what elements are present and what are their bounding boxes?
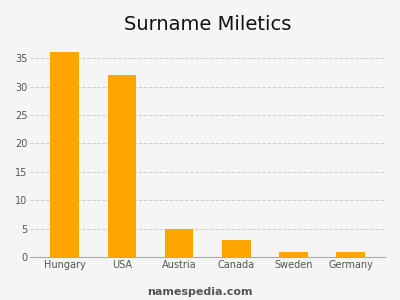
- Bar: [50, 52, 79, 257]
- Title: Surname Miletics: Surname Miletics: [124, 15, 291, 34]
- Text: namespedia.com: namespedia.com: [147, 287, 253, 297]
- Bar: [336, 251, 365, 257]
- Bar: [165, 229, 193, 257]
- Bar: [222, 240, 250, 257]
- Bar: [279, 251, 308, 257]
- Bar: [108, 75, 136, 257]
